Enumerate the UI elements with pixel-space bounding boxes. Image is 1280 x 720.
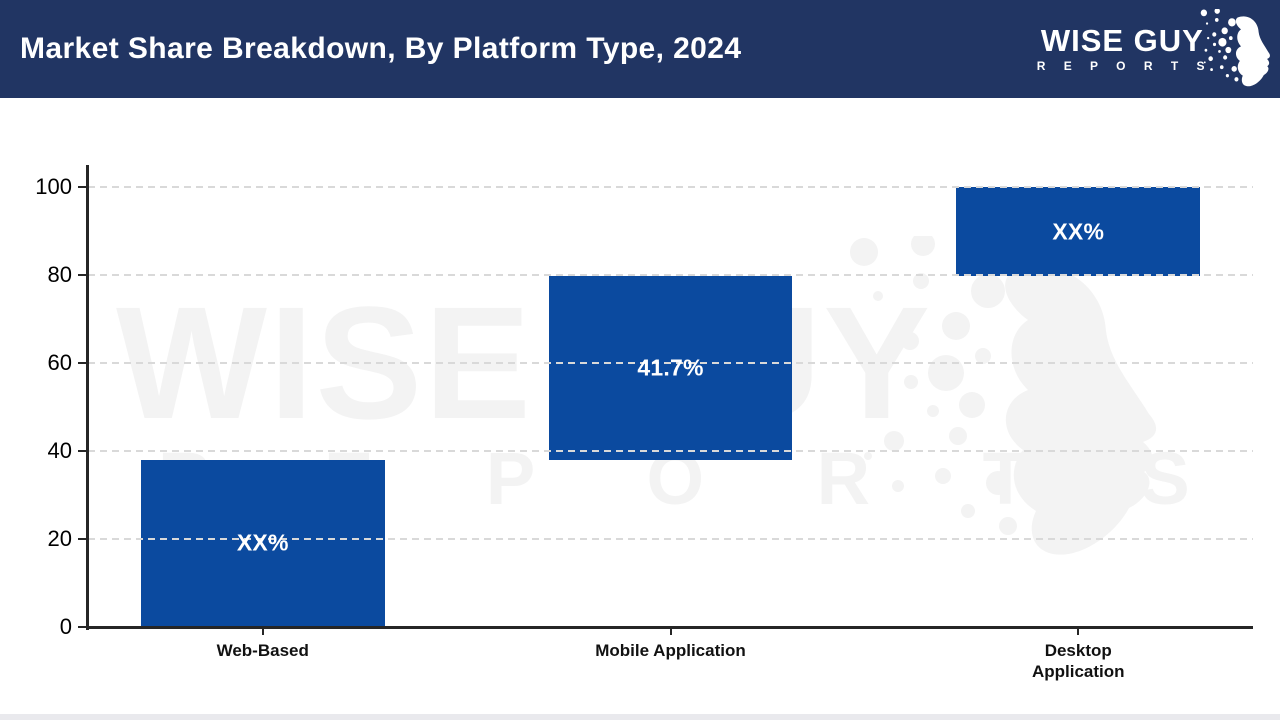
gridline-40 (88, 450, 1253, 452)
chart-title: Market Share Breakdown, By Platform Type… (20, 32, 742, 65)
x-tick (261, 627, 264, 635)
y-axis-spine (86, 165, 89, 630)
bottom-strip (0, 714, 1280, 720)
x-tick (1077, 627, 1080, 635)
y-tick-label: 0 (59, 614, 72, 639)
y-tick-label: 60 (47, 350, 72, 375)
bar-web-based (140, 459, 385, 627)
x-axis-label-mobile-application: Mobile Application (595, 641, 746, 660)
bar-mobile-application (548, 276, 793, 460)
y-tick (78, 186, 88, 188)
header: Market Share Breakdown, By Platform Type… (0, 0, 1280, 98)
bar-value-label-desktop-application: XX% (1052, 218, 1105, 245)
y-tick-label: 40 (47, 438, 72, 463)
x-axis-label-desktop-application: Desktop Application (1031, 641, 1125, 681)
y-tick-label: 20 (47, 526, 72, 551)
logo-wordmark: WISE GUY (1040, 23, 1204, 58)
logo-text: WISE GUY R E P O R T S (1033, 25, 1212, 73)
gridline-80 (88, 274, 1253, 276)
bar-value-label-web-based: XX% (236, 529, 289, 556)
y-tick (78, 362, 88, 364)
gridline-100 (88, 186, 1253, 188)
logo-subtext: R E P O R T S (1036, 59, 1212, 73)
y-tick (78, 626, 88, 628)
gridline-60 (88, 362, 1253, 364)
bar-value-label-mobile-application: 41.7% (637, 354, 704, 381)
x-tick (669, 627, 672, 635)
y-tick (78, 274, 88, 276)
y-tick-label: 100 (35, 174, 72, 199)
x-axis-spine (86, 626, 1253, 629)
watermark-head-icon (850, 236, 1157, 555)
x-axis-label-web-based: Web-Based (216, 641, 309, 660)
y-tick (78, 450, 88, 452)
wise-guy-logo: WISE GUY R E P O R T S (1033, 0, 1274, 98)
y-tick (78, 538, 88, 540)
y-tick-label: 80 (47, 262, 72, 287)
bar-desktop-application (956, 187, 1201, 277)
gridline-20 (88, 538, 1253, 540)
